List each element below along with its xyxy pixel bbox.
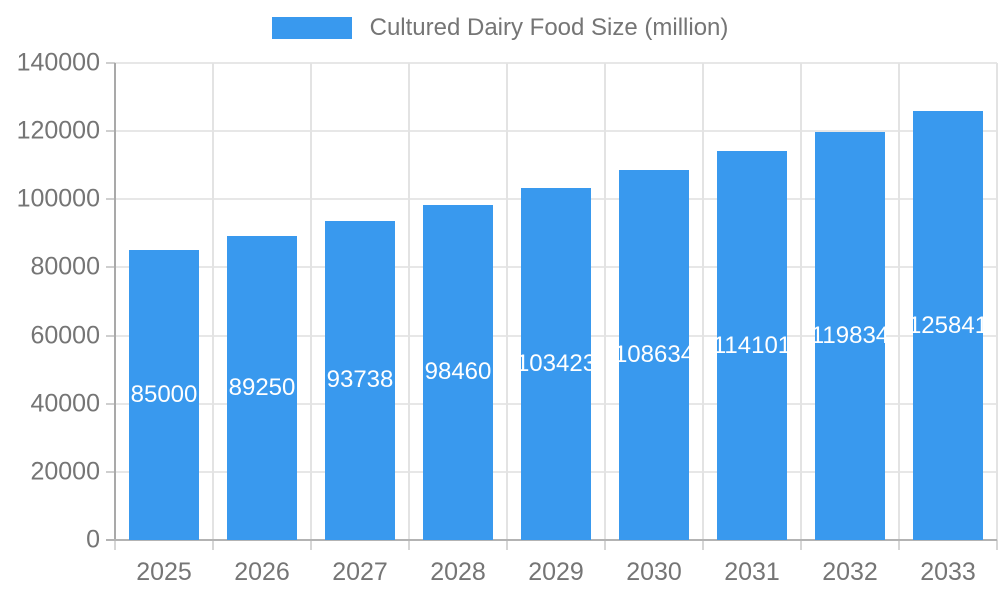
y-axis-tick bbox=[106, 266, 115, 269]
x-axis-line bbox=[106, 539, 997, 541]
x-tick-label: 2027 bbox=[332, 558, 388, 586]
y-axis-tick bbox=[106, 470, 115, 473]
x-axis-tick bbox=[408, 540, 410, 550]
bar-value-label: 114101 bbox=[712, 331, 792, 359]
x-tick-label: 2025 bbox=[136, 558, 192, 586]
y-axis-tick bbox=[106, 198, 115, 201]
bar-value-label: 108634 bbox=[613, 340, 695, 368]
y-tick-label: 140000 bbox=[16, 48, 100, 77]
bar-value-label: 103423 bbox=[515, 349, 597, 377]
x-tick-label: 2032 bbox=[822, 558, 878, 586]
y-axis-tick bbox=[106, 62, 115, 64]
y-tick-label: 100000 bbox=[16, 184, 100, 213]
y-grid-line bbox=[115, 62, 997, 64]
y-axis-tick bbox=[106, 334, 115, 337]
x-axis-tick bbox=[898, 540, 900, 550]
x-tick-label: 2028 bbox=[430, 558, 486, 586]
x-axis-tick bbox=[212, 540, 214, 550]
y-axis-tick bbox=[106, 402, 115, 405]
x-axis-tick bbox=[310, 540, 312, 550]
y-tick-label: 20000 bbox=[30, 457, 100, 486]
bar-value-label: 93738 bbox=[326, 366, 394, 394]
x-grid-line bbox=[604, 63, 606, 540]
x-tick-label: 2026 bbox=[234, 558, 290, 586]
bar-value-label: 98460 bbox=[424, 358, 492, 386]
x-axis-tick bbox=[996, 540, 998, 550]
x-axis-tick bbox=[800, 540, 802, 550]
x-grid-line bbox=[898, 63, 900, 540]
y-axis-line bbox=[114, 63, 116, 540]
x-grid-line bbox=[702, 63, 704, 540]
bar-value-label: 125841 bbox=[907, 311, 989, 339]
bar[interactable] bbox=[423, 204, 493, 540]
bar-value-label: 119834 bbox=[810, 321, 890, 349]
x-tick-label: 2029 bbox=[528, 558, 584, 586]
bar[interactable] bbox=[227, 235, 297, 540]
x-grid-line bbox=[212, 63, 214, 540]
x-axis-tick bbox=[702, 540, 704, 550]
y-tick-label: 120000 bbox=[16, 116, 100, 145]
bar[interactable] bbox=[325, 220, 395, 540]
x-axis-tick bbox=[114, 540, 116, 550]
bar[interactable] bbox=[717, 151, 787, 540]
x-axis-tick bbox=[604, 540, 606, 550]
bar[interactable] bbox=[913, 111, 983, 540]
y-grid-line bbox=[115, 130, 997, 133]
y-axis-tick bbox=[106, 130, 115, 133]
legend[interactable]: Cultured Dairy Food Size (million) bbox=[0, 14, 1000, 42]
bar-value-label: 89250 bbox=[228, 373, 296, 401]
x-grid-line bbox=[408, 63, 410, 540]
bar[interactable] bbox=[521, 187, 591, 540]
legend-label: Cultured Dairy Food Size (million) bbox=[369, 14, 729, 41]
bar-value-label: 85000 bbox=[130, 381, 198, 409]
y-tick-label: 80000 bbox=[30, 252, 100, 281]
x-tick-label: 2030 bbox=[626, 558, 682, 586]
bar[interactable] bbox=[129, 250, 199, 540]
legend-swatch bbox=[271, 17, 352, 39]
x-grid-line bbox=[800, 63, 802, 540]
x-tick-label: 2031 bbox=[724, 558, 780, 586]
y-tick-label: 60000 bbox=[30, 321, 100, 350]
x-grid-line bbox=[506, 63, 508, 540]
bar[interactable] bbox=[815, 131, 885, 540]
x-tick-label: 2033 bbox=[920, 558, 976, 586]
y-tick-label: 0 bbox=[86, 525, 100, 554]
x-grid-line bbox=[996, 63, 998, 540]
y-tick-label: 40000 bbox=[30, 389, 100, 418]
x-grid-line bbox=[310, 63, 312, 540]
bar[interactable] bbox=[619, 169, 689, 540]
x-axis-tick bbox=[506, 540, 508, 550]
